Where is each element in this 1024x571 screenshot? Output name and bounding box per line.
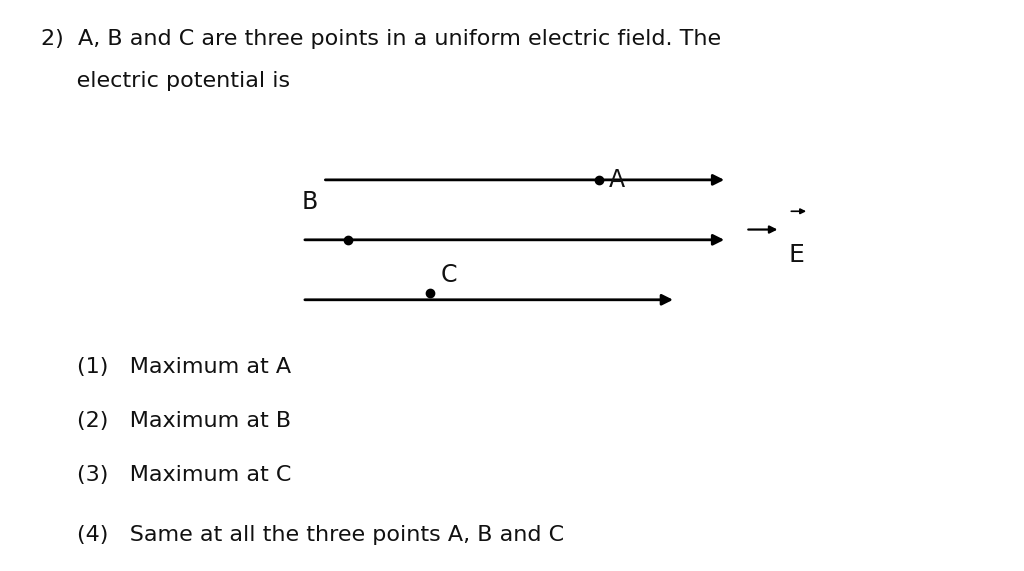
- Text: C: C: [440, 263, 457, 287]
- Text: B: B: [302, 190, 318, 214]
- Text: E: E: [788, 243, 805, 267]
- Text: (3)   Maximum at C: (3) Maximum at C: [77, 465, 291, 485]
- Text: A: A: [609, 168, 626, 192]
- Text: (2)   Maximum at B: (2) Maximum at B: [77, 411, 291, 431]
- Text: electric potential is: electric potential is: [41, 71, 290, 91]
- Text: (4)   Same at all the three points A, B and C: (4) Same at all the three points A, B an…: [77, 525, 564, 545]
- Text: 2)  A, B and C are three points in a uniform electric field. The: 2) A, B and C are three points in a unif…: [41, 29, 721, 49]
- Text: (1)   Maximum at A: (1) Maximum at A: [77, 357, 291, 377]
